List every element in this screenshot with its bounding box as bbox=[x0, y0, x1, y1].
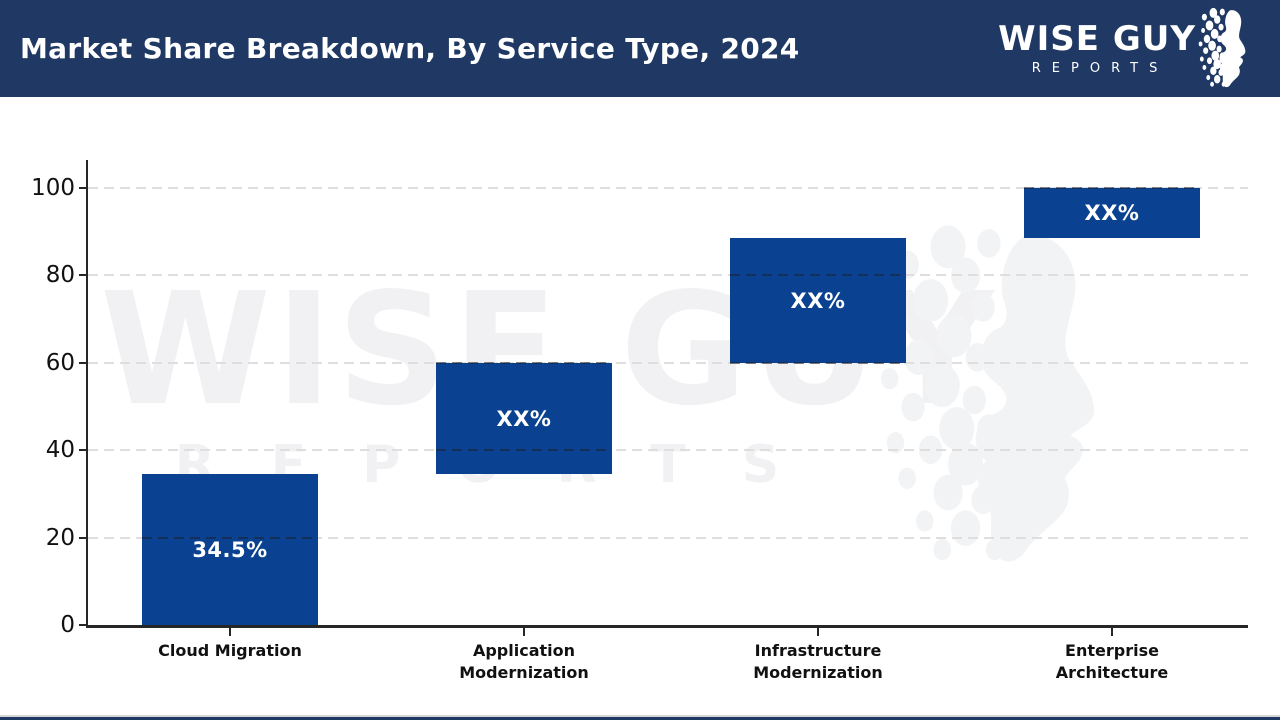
bar-gridline-overlay bbox=[142, 536, 318, 539]
y-tick-label: 100 bbox=[31, 175, 75, 201]
bar-value-label: XX% bbox=[1084, 201, 1140, 226]
gridline bbox=[88, 361, 1248, 364]
x-axis-label: Application Modernization bbox=[399, 640, 649, 684]
y-tick bbox=[79, 274, 88, 277]
page-title: Market Share Breakdown, By Service Type,… bbox=[20, 32, 800, 65]
bar-gridline-overlay bbox=[1024, 187, 1200, 189]
x-axis-label-line: Modernization bbox=[459, 663, 589, 682]
y-tick-label: 40 bbox=[45, 437, 75, 464]
x-axis-label: Infrastructure Modernization bbox=[693, 640, 943, 684]
y-tick bbox=[79, 449, 88, 452]
x-tick bbox=[1111, 628, 1113, 636]
bar-4: XX% bbox=[1024, 188, 1200, 239]
x-axis-label-line: Infrastructure bbox=[754, 641, 882, 660]
bar-2: XX% bbox=[436, 362, 612, 475]
brand-face-icon bbox=[1198, 7, 1246, 87]
x-axis-label-line: Application bbox=[472, 641, 576, 660]
bar-gridline-overlay bbox=[436, 361, 612, 364]
chart-area: WISE GUY REPORTS 02040608010034.5%XX%XX%… bbox=[0, 97, 1280, 715]
x-tick bbox=[523, 628, 525, 636]
brand-logo: WISE GUY REPORTS bbox=[998, 7, 1262, 91]
y-tick-label: 80 bbox=[45, 262, 75, 289]
y-tick bbox=[79, 361, 88, 364]
x-tick bbox=[229, 628, 231, 636]
header-bar: Market Share Breakdown, By Service Type,… bbox=[0, 0, 1280, 97]
bar-gridline-overlay bbox=[730, 274, 906, 277]
brand-name: WISE GUY bbox=[998, 18, 1196, 59]
bar-3: XX% bbox=[730, 238, 906, 363]
bar-value-label: 34.5% bbox=[192, 537, 268, 562]
bar-1: 34.5% bbox=[142, 474, 318, 625]
x-axis-label: Enterprise Architecture bbox=[987, 640, 1237, 684]
footer-bar bbox=[0, 715, 1280, 720]
brand-text: WISE GUY REPORTS bbox=[998, 22, 1196, 76]
y-tick-label: 60 bbox=[45, 349, 75, 376]
y-tick-label: 0 bbox=[60, 612, 75, 638]
brand-sub: REPORTS bbox=[1031, 60, 1169, 76]
x-axis-line bbox=[86, 625, 1248, 628]
x-tick bbox=[817, 628, 819, 636]
bar-value-label: XX% bbox=[496, 406, 552, 431]
x-axis-label-line: Enterprise bbox=[1065, 641, 1159, 660]
bar-value-label: XX% bbox=[790, 288, 846, 313]
y-tick bbox=[79, 187, 88, 189]
x-axis-label-line: Modernization bbox=[753, 663, 883, 682]
x-axis-label-line: Architecture bbox=[1055, 663, 1169, 682]
x-axis-label: Cloud Migration bbox=[105, 640, 355, 662]
x-axis-label-line: Cloud Migration bbox=[158, 641, 302, 660]
gridline bbox=[88, 536, 1248, 539]
y-tick-label: 20 bbox=[45, 524, 75, 551]
y-tick bbox=[79, 536, 88, 539]
bar-gridline-overlay bbox=[730, 361, 906, 364]
gridline bbox=[88, 187, 1248, 189]
y-axis-spine bbox=[86, 160, 88, 628]
gridline bbox=[88, 449, 1248, 452]
bar-gridline-overlay bbox=[436, 449, 612, 452]
y-tick bbox=[79, 624, 88, 626]
gridline bbox=[88, 274, 1248, 277]
